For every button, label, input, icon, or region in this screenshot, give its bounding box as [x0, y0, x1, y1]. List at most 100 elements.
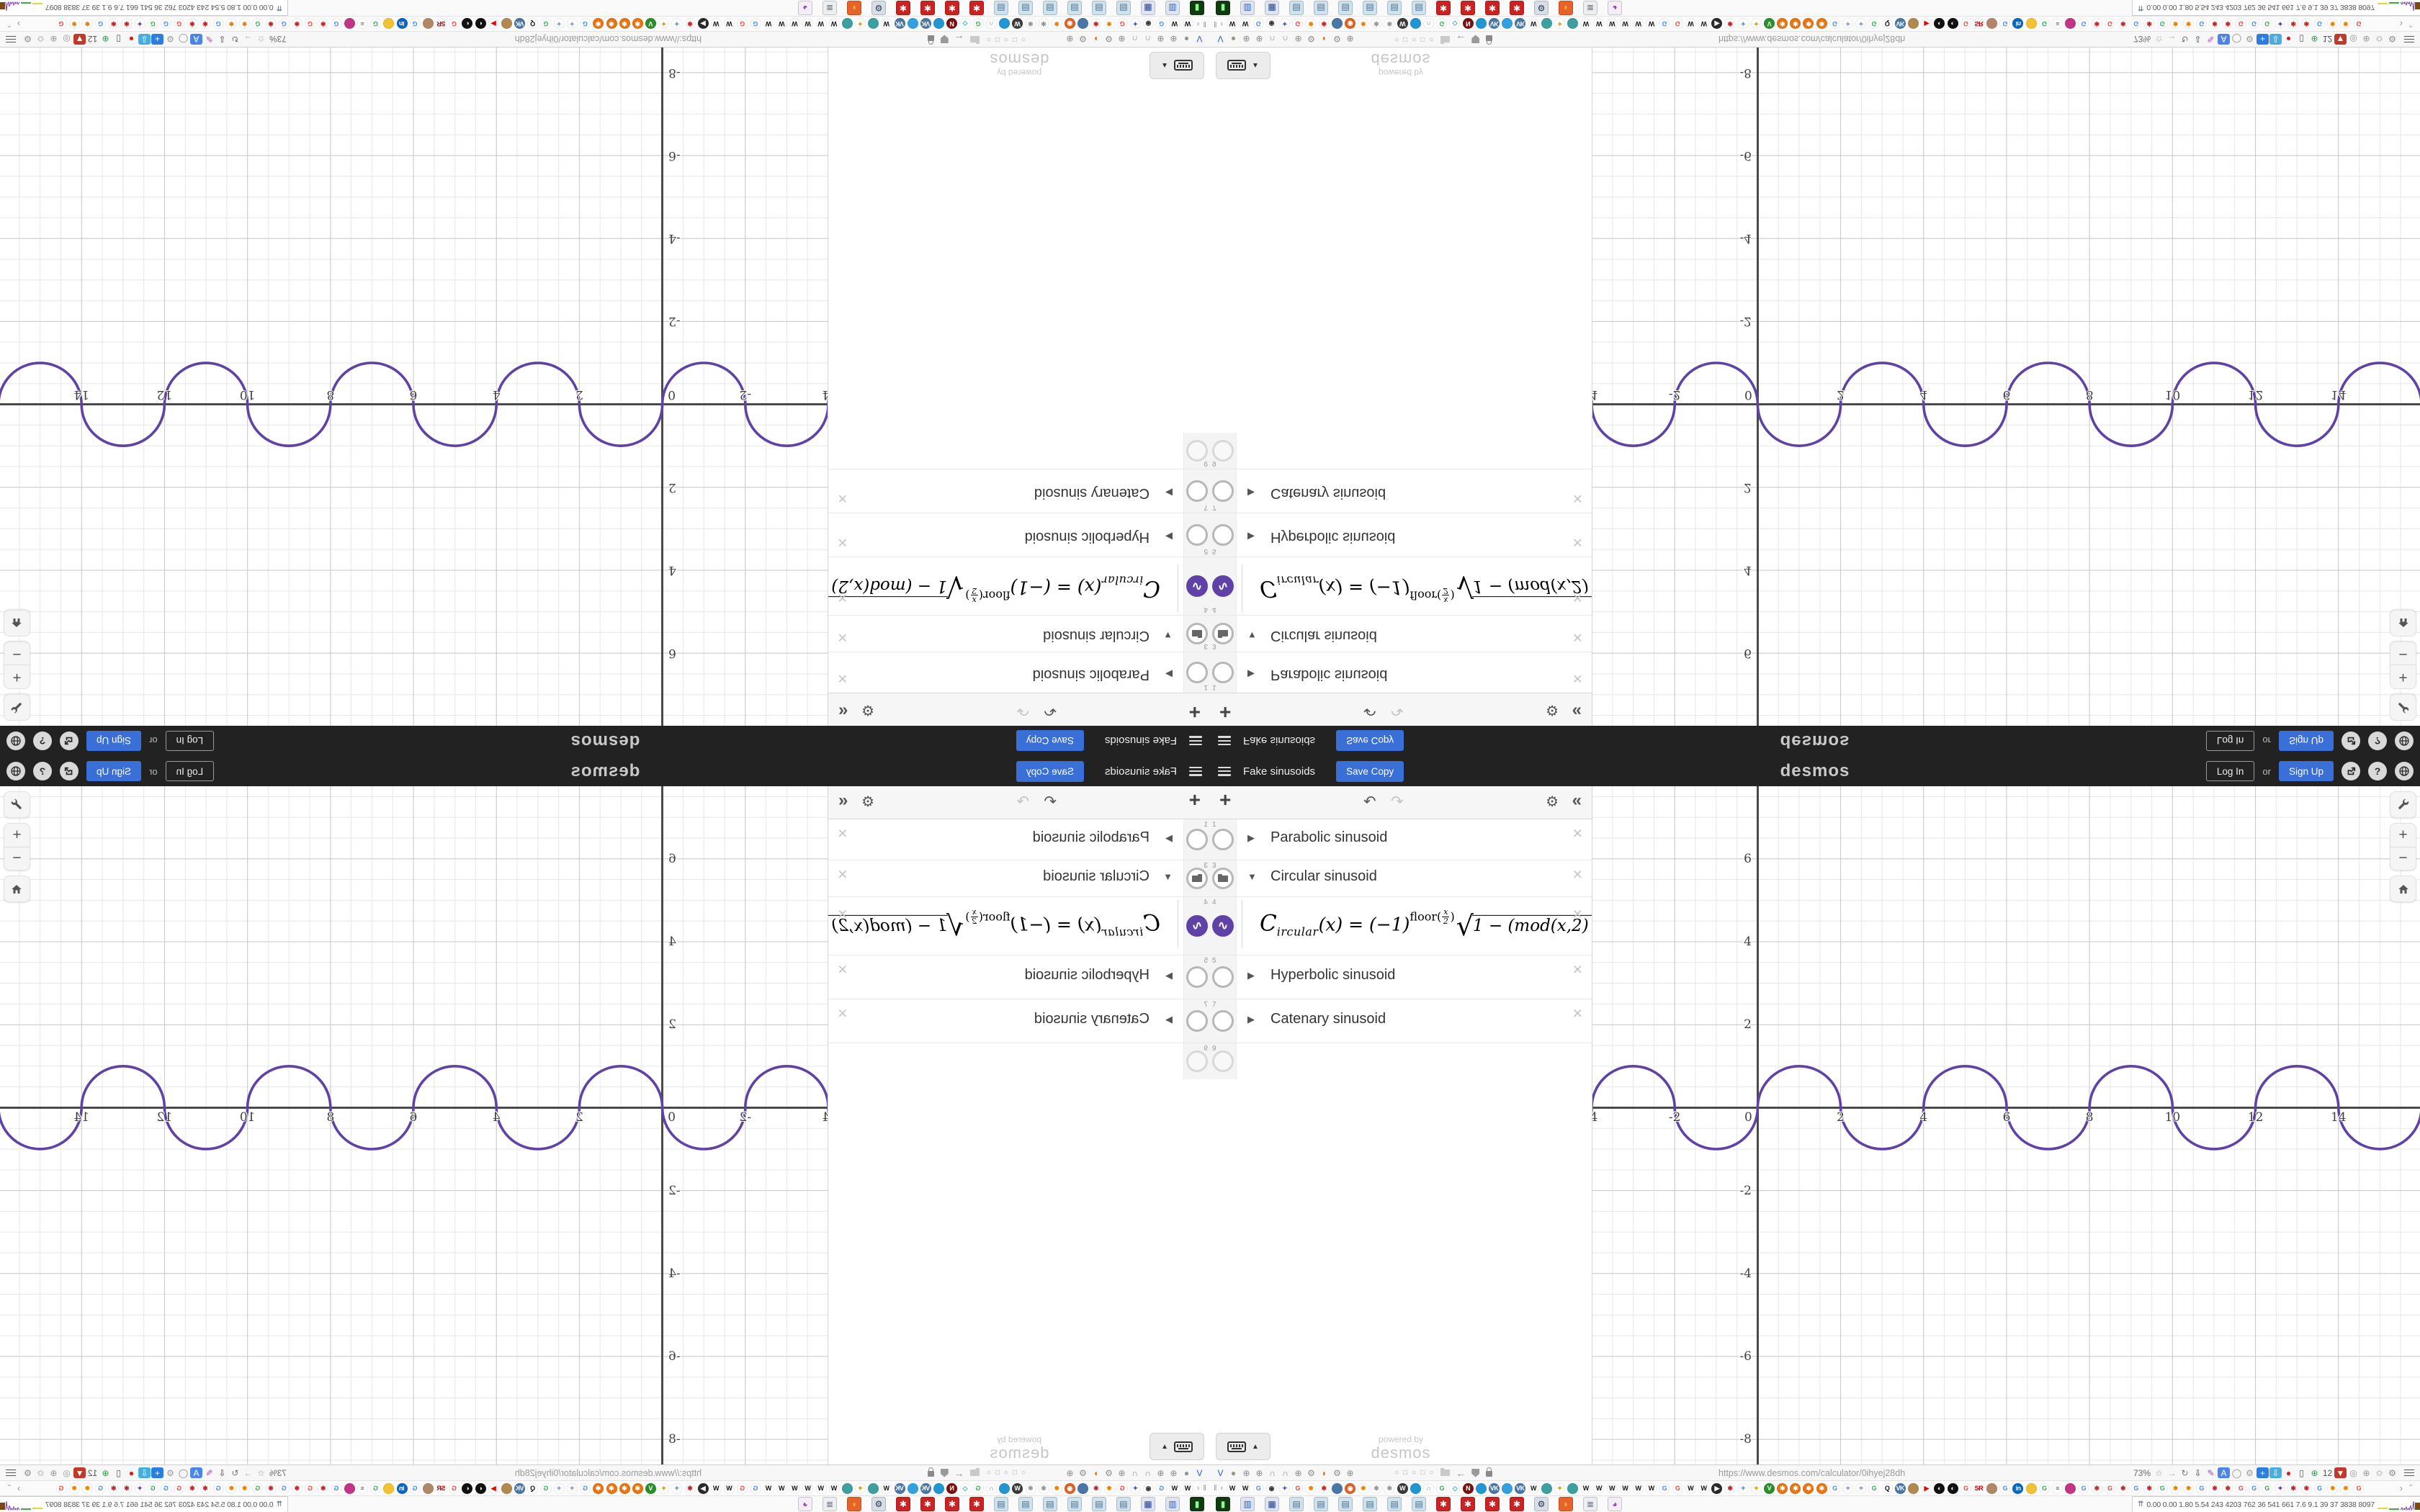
taskbar-app-icon[interactable]: ▤ — [1363, 1497, 1377, 1511]
zoom-in-button[interactable]: + — [2398, 669, 2408, 686]
pinned-tab-favicon[interactable]: G — [1252, 18, 1264, 30]
browser-menu-icon[interactable] — [2404, 1469, 2414, 1477]
pinned-tab-favicon[interactable]: G — [278, 1482, 290, 1494]
pinned-tab-favicon[interactable]: ◇ — [959, 18, 971, 30]
folder-row-circular[interactable]: 3 ▼ Circular sinusoid × — [828, 615, 1210, 652]
pinned-tab-favicon[interactable]: G — [580, 1482, 591, 1494]
pinned-tab-favicon[interactable]: ✹ — [2182, 1482, 2194, 1494]
pinned-tab-favicon[interactable] — [999, 18, 1010, 30]
graph-settings-wrench-icon[interactable] — [4, 791, 30, 818]
browser-icon[interactable]: ✩ — [37, 1467, 45, 1478]
pinned-tab-favicon[interactable]: G — [55, 18, 67, 30]
pinned-tab-favicon[interactable] — [1541, 1482, 1552, 1494]
pinned-tab-favicon[interactable]: ✦ — [2275, 18, 2286, 30]
pinned-tab-favicon[interactable]: ◇ — [1449, 1482, 1461, 1494]
log-in-button[interactable]: Log In — [165, 731, 215, 751]
browser-icon[interactable]: ● — [1230, 34, 1237, 45]
pinned-tab-favicon[interactable] — [868, 18, 879, 30]
browser-icon[interactable]: ✎ — [2207, 34, 2215, 45]
pinned-tab-favicon[interactable] — [1502, 18, 1513, 30]
taskbar-app-icon[interactable]: ≣ — [1583, 1, 1597, 15]
pinned-tab-favicon[interactable]: ✱ — [292, 1482, 303, 1494]
taskbar-app-icon[interactable]: ▤ — [1314, 1497, 1328, 1511]
pinned-tab-favicon[interactable]: G — [305, 1482, 316, 1494]
tab-shape-icon[interactable]: □ — [1403, 1469, 1408, 1477]
taskbar-app-icon[interactable]: ▤ — [1314, 1, 1328, 15]
add-expression-button[interactable]: + — [1188, 788, 1201, 811]
taskbar-app-icon[interactable]: ✱ — [920, 1497, 935, 1511]
pinned-tab-favicon[interactable]: G — [2196, 1482, 2208, 1494]
tab-pause-icon[interactable]: ‖ — [1214, 1484, 1217, 1493]
tab-shape-icon[interactable]: ○ — [1394, 1469, 1399, 1477]
taskbar-app-icon[interactable]: ▤ — [1289, 1, 1304, 15]
zoom-out-button[interactable]: − — [4, 642, 30, 666]
browser-icon[interactable]: ∩ — [1131, 34, 1138, 45]
tab-scroll-left-icon[interactable]: ‹ — [1220, 19, 1224, 28]
pinned-tab-favicon[interactable]: ✱ — [121, 1482, 133, 1494]
pinned-tab-favicon[interactable]: ▶ — [488, 18, 499, 30]
taskbar-app-icon[interactable]: ✱ — [1436, 1, 1451, 15]
save-copy-button[interactable]: Save Copy — [1016, 760, 1084, 782]
delete-row-icon[interactable]: × — [1572, 629, 1582, 647]
redo-button[interactable]: ↷ — [1016, 702, 1029, 719]
edit-list-gear-icon[interactable]: ⚙ — [1546, 702, 1559, 718]
tab-scroll-left-icon[interactable]: ‹ — [1220, 1484, 1224, 1493]
pinned-tab-favicon[interactable] — [1541, 18, 1552, 30]
pinned-tab-favicon[interactable]: V — [645, 1482, 657, 1494]
pinned-tab-favicon[interactable] — [2065, 1482, 2076, 1494]
taskbar-app-icon[interactable]: ▤ — [994, 1497, 1008, 1511]
pinned-tab-favicon[interactable]: VK — [1488, 1482, 1500, 1494]
tab-shape-icon[interactable]: □ — [1420, 1469, 1425, 1477]
browser-icon[interactable]: ⇩ — [138, 34, 151, 45]
folder-label[interactable]: Circular sinusoid — [1270, 628, 1377, 644]
save-copy-button[interactable]: Save Copy — [1336, 760, 1404, 782]
browser-icon[interactable]: V — [1217, 34, 1224, 45]
pinned-tab-favicon[interactable]: W — [881, 1482, 892, 1494]
pinned-tab-favicon[interactable]: ◐ — [1934, 1482, 1945, 1494]
browser-icon[interactable]: 12 — [87, 1467, 98, 1478]
browser-icon[interactable]: ▼ — [73, 34, 86, 45]
pinned-tab-favicon[interactable]: W — [1182, 18, 1193, 30]
pinned-tab-favicon[interactable]: G — [1659, 1482, 1670, 1494]
browser-icon[interactable]: ⚙ — [1105, 34, 1113, 45]
pinned-tab-favicon[interactable]: G — [1960, 18, 1971, 30]
pinned-tab-favicon[interactable]: W — [1619, 1482, 1631, 1494]
back-arrow-icon[interactable]: ← — [1456, 33, 1466, 45]
empty-expression-row[interactable]: 9 — [1210, 1043, 1592, 1079]
tab-shape-icon[interactable]: ○ — [1394, 35, 1399, 43]
pinned-tab-favicon[interactable]: ✦ — [2275, 1482, 2286, 1494]
folder-visibility-icon[interactable] — [1186, 868, 1208, 889]
browser-icon[interactable]: ✎ — [205, 1467, 213, 1478]
browser-icon[interactable]: ◯ — [2231, 1467, 2242, 1478]
pinned-tab-favicon[interactable]: ✹ — [68, 18, 80, 30]
curve-style-icon[interactable]: ∿ — [1186, 915, 1208, 937]
pinned-tab-favicon[interactable]: ▶ — [1921, 1482, 1932, 1494]
pinned-tab-favicon[interactable]: ◉ — [1265, 1482, 1277, 1494]
pinned-tab-favicon[interactable]: G — [305, 18, 316, 30]
pinned-tab-favicon[interactable]: G — [1659, 18, 1670, 30]
browser-icon[interactable]: A — [190, 34, 202, 45]
delete-row-icon[interactable]: × — [838, 904, 848, 923]
edit-list-gear-icon[interactable]: ⚙ — [861, 702, 874, 718]
browser-icon[interactable]: ↻ — [231, 34, 239, 45]
pinned-tab-favicon[interactable]: G — [370, 18, 382, 30]
folder-collapsed-arrow[interactable]: ▶ — [1165, 669, 1173, 680]
pinned-tab-favicon[interactable]: W — [1606, 1482, 1618, 1494]
folder-label[interactable]: Parabolic sinusoid — [1032, 829, 1150, 845]
pinned-tab-favicon[interactable]: ✱ — [2143, 18, 2155, 30]
folder-label[interactable]: Circular sinusoid — [1043, 868, 1150, 884]
taskbar-app-icon[interactable]: ▦ — [1265, 1, 1279, 15]
pinned-tab-favicon[interactable]: ✹ — [82, 1482, 94, 1494]
zoom-out-button[interactable]: − — [2390, 846, 2416, 870]
pinned-tab-favicon[interactable]: ▶ — [1711, 1482, 1723, 1494]
pinned-tab-favicon[interactable]: VK — [514, 1482, 526, 1494]
pinned-tab-favicon[interactable]: ✦ — [134, 1482, 145, 1494]
pinned-tab-favicon[interactable]: G — [2248, 1482, 2259, 1494]
taskbar-app-icon[interactable]: ≣ — [823, 1, 837, 15]
pinned-tab-favicon[interactable]: G — [212, 18, 224, 30]
browser-icon[interactable]: ⇩ — [2269, 1467, 2282, 1478]
pinned-tab-favicon[interactable]: VK — [514, 18, 526, 30]
